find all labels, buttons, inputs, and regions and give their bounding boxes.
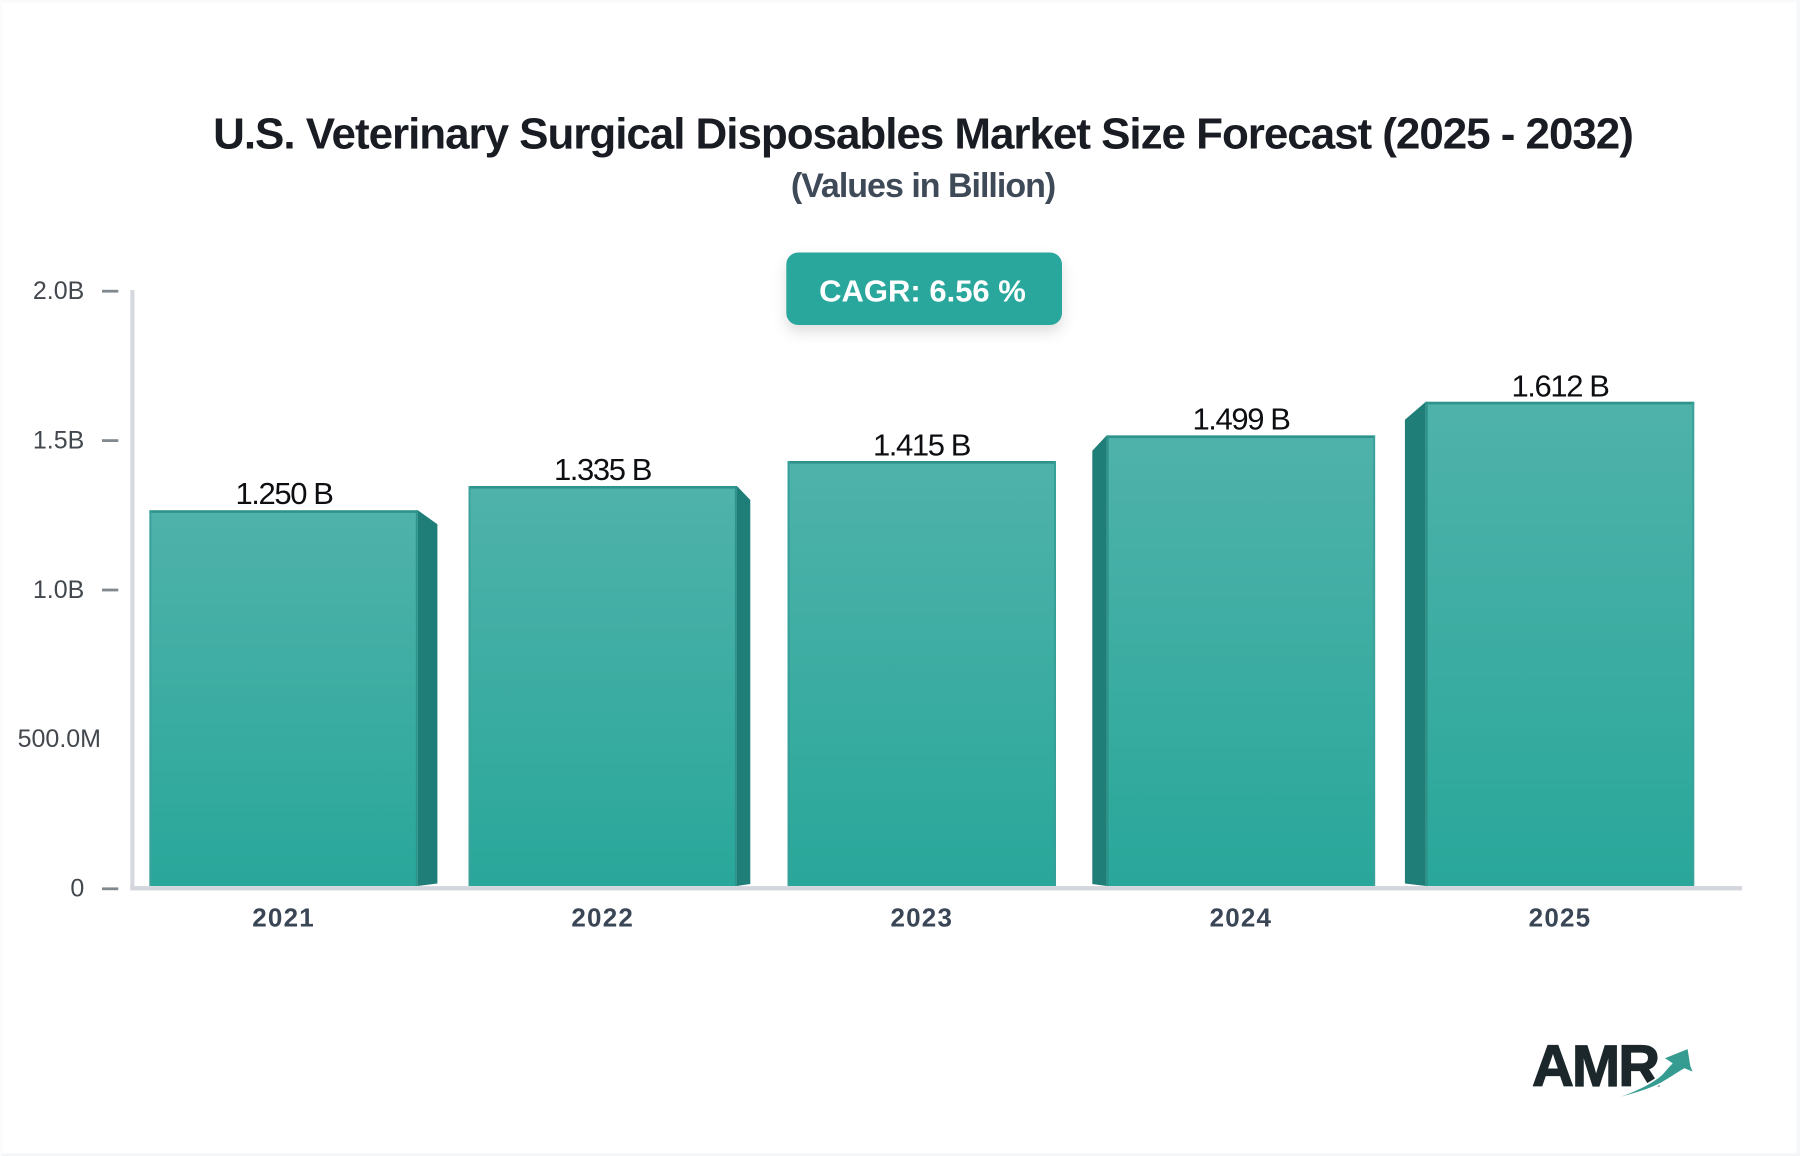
svg-text:1.612 B: 1.612 B [1511,368,1609,403]
svg-text:CAGR: 6.56 %: CAGR: 6.56 % [819,273,1026,308]
svg-text:U.S. Veterinary Surgical Dispo: U.S. Veterinary Surgical Disposables Mar… [213,110,1633,159]
svg-text:2022: 2022 [571,902,634,932]
svg-text:1.335 B: 1.335 B [554,452,652,487]
svg-text:1.5B: 1.5B [33,427,84,455]
svg-text:1.415 B: 1.415 B [873,428,971,463]
svg-text:1.250 B: 1.250 B [235,476,333,511]
svg-text:(Values in Billion): (Values in Billion) [791,167,1055,205]
svg-text:500.0M: 500.0M [18,725,101,753]
svg-text:2021: 2021 [252,902,315,932]
svg-text:1.0B: 1.0B [33,576,84,604]
svg-text:1.499 B: 1.499 B [1192,402,1290,437]
svg-text:2024: 2024 [1210,902,1273,932]
svg-text:0: 0 [70,875,84,903]
svg-text:2025: 2025 [1529,902,1592,932]
svg-text:2.0B: 2.0B [33,277,84,305]
svg-text:2023: 2023 [890,902,953,932]
